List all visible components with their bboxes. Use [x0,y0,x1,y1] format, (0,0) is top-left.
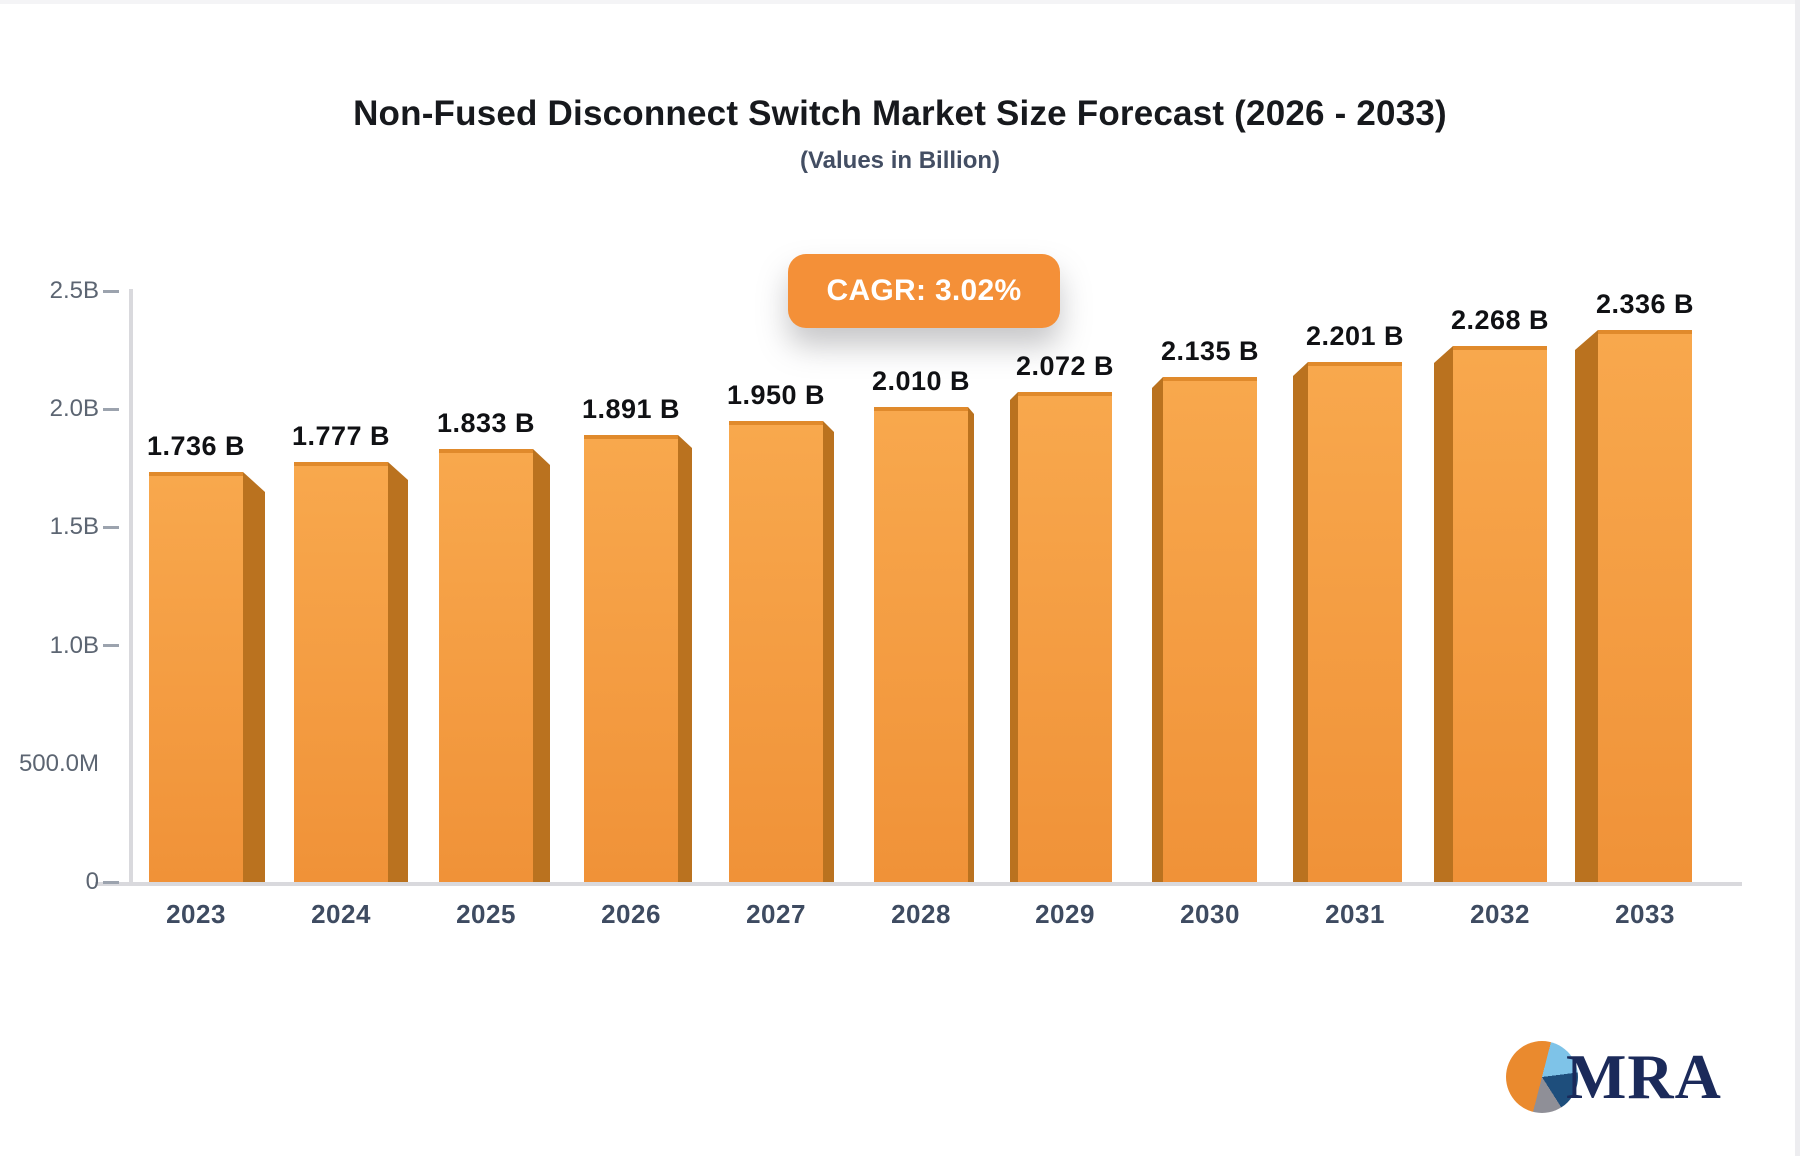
bar-value-label: 2.201 B [1305,321,1405,351]
logo-text: MRA [1566,1041,1722,1112]
y-tick-mark [103,880,119,884]
x-axis-label-2033: 2033 [1615,899,1675,929]
y-tick-label: 2.5B [49,277,99,304]
cagr-badge-label: CAGR: 3.02% [826,274,1022,307]
x-axis-label-2026: 2026 [601,899,661,929]
bar-2027 [729,421,823,882]
x-axis-label-2027: 2027 [746,899,806,929]
x-axis-label-2023: 2023 [166,899,226,929]
bar-2030 [1163,377,1257,882]
bar-value-label: 2.336 B [1595,289,1695,319]
x-axis-label-2031: 2031 [1325,899,1385,929]
y-tick-label: 0 [85,868,99,895]
x-axis-label-2025: 2025 [456,899,516,929]
bar-side-face [968,407,974,882]
y-axis-line [129,289,133,884]
top-edge-strip [0,0,1800,4]
y-tick-label: 2.0B [49,395,99,423]
x-axis-label-2029: 2029 [1035,899,1095,929]
bar-side-face [1434,346,1453,882]
x-axis-label-2032: 2032 [1470,899,1530,929]
bar-2026 [584,435,678,882]
y-tick-label: 1.5B [49,513,99,541]
bar-2031 [1308,362,1402,882]
plot-area: 1.736 B 1.777 B 1.833 B 1.891 B 1.950 B 2.010… [133,289,1742,882]
bar-side-face [388,462,408,882]
bar-value-label: 1.777 B [291,421,391,451]
bar-side-face [823,421,834,882]
bar-side-face [1575,330,1598,882]
y-tick-mark [103,289,119,293]
bar-side-face [1293,362,1308,882]
bar-value-label: 1.736 B [146,431,246,461]
bar-side-face [1010,392,1018,882]
x-axis-line [95,882,1742,886]
bar-2028 [874,407,968,882]
bar-value-label: 1.833 B [436,408,536,438]
x-axis-label-2024: 2024 [311,899,371,929]
y-tick-mark [103,407,119,411]
bar-value-label: 1.891 B [581,394,681,424]
x-axis-label-2028: 2028 [891,899,951,929]
bar-2024 [294,462,388,882]
cagr-badge: CAGR: 3.02% [788,254,1060,328]
bar-value-label: 2.268 B [1450,305,1550,335]
chart-title: Non-Fused Disconnect Switch Market Size … [353,94,1447,133]
bar-value-label: 2.010 B [871,366,971,396]
y-tick-label: 1.0B [49,631,99,659]
bar-2025 [439,449,533,882]
bar-value-label: 2.072 B [1015,351,1115,381]
bar-value-label: 1.950 B [726,380,826,410]
y-tick-mark [103,644,119,648]
right-edge-strip [1795,0,1800,1156]
bar-side-face [1152,377,1163,882]
bar-side-face [678,435,692,882]
bar-2023 [149,472,243,882]
pie-chart-logo-icon [1506,1041,1578,1113]
y-tick-mark [103,525,119,529]
bar-side-face [533,449,550,882]
bar-2033 [1598,330,1692,882]
bar-side-face [243,472,265,882]
x-axis-label-2030: 2030 [1180,899,1240,929]
y-tick-label: 500.0M [18,749,99,777]
bar-value-label: 2.135 B [1160,336,1260,366]
bar-2029 [1018,392,1112,882]
company-logo: MRA [1506,1041,1722,1113]
bar-2032 [1453,346,1547,882]
chart-subtitle: (Values in Billion) [799,147,1001,174]
